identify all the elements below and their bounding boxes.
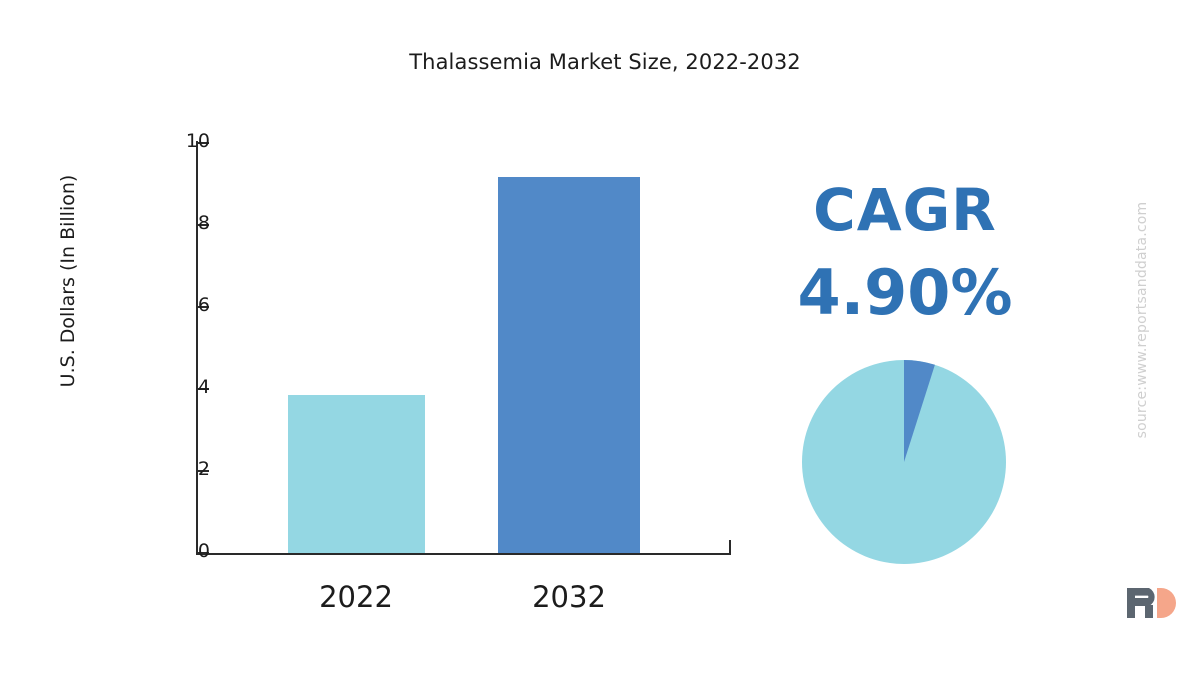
cagr-panel: CAGR 4.90% <box>760 0 1200 674</box>
x-axis-label-2022: 2022 <box>319 580 393 614</box>
y-tick-0 <box>198 552 209 554</box>
pie-slice-cagr <box>904 360 935 462</box>
y-tick-label-0: 0 <box>197 540 210 562</box>
y-axis-line <box>196 141 198 555</box>
logo-d-icon <box>1157 588 1176 618</box>
x-axis-end-tick <box>729 540 731 555</box>
y-tick-6 <box>198 306 209 308</box>
source-watermark: source:www.reportsanddata.com <box>1134 201 1150 439</box>
cagr-value: 4.90% <box>797 256 1013 329</box>
y-tick-label-8: 8 <box>197 212 210 234</box>
x-axis-label-2032: 2032 <box>532 580 606 614</box>
y-axis-title: U.S. Dollars (In Billion) <box>57 174 79 388</box>
y-tick-label-6: 6 <box>197 294 210 316</box>
reports-and-data-logo <box>1127 588 1176 618</box>
chart-title: Thalassemia Market Size, 2022-2032 <box>409 50 801 74</box>
y-tick-label-10: 10 <box>185 130 210 152</box>
bar-chart-panel: U.S. Dollars (In Billion) 10 8 6 4 2 0 2… <box>57 130 731 614</box>
y-tick-label-4: 4 <box>197 376 210 398</box>
cagr-label: CAGR <box>813 176 997 244</box>
y-tick-label-2: 2 <box>197 458 210 480</box>
x-axis-line <box>196 553 731 555</box>
bar-2022[interactable] <box>288 394 425 553</box>
y-tick-4 <box>198 388 209 390</box>
cagr-pie-chart <box>802 360 1006 564</box>
bar-2032[interactable] <box>498 176 640 553</box>
y-tick-8 <box>198 224 209 226</box>
logo-r-icon <box>1127 588 1155 618</box>
y-tick-2 <box>198 470 209 472</box>
y-tick-10 <box>198 142 209 144</box>
